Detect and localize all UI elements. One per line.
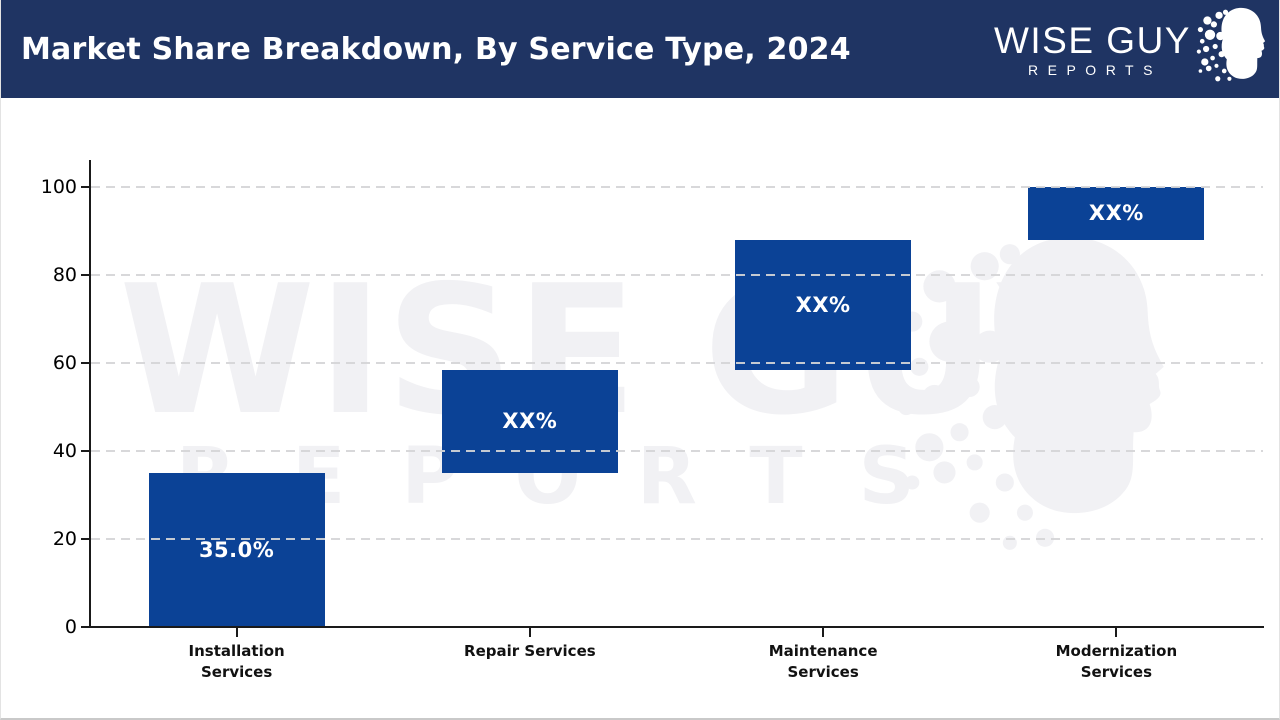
brand-text: WISE GUY REPORTS: [994, 22, 1191, 77]
gridline-20: [91, 538, 1263, 540]
gridline-60: [91, 362, 1263, 364]
y-tick-label: 100: [40, 176, 77, 198]
brand-name: WISE GUY: [993, 19, 1191, 61]
x-tick-mark: [235, 628, 238, 637]
bar-value-label: XX%: [502, 409, 558, 434]
chart-title: Market Share Breakdown, By Service Type,…: [21, 31, 851, 67]
gridline-100: [91, 186, 1263, 188]
x-category-label: Maintenance Services: [768, 642, 878, 681]
brand-head-icon: [1196, 7, 1266, 82]
y-tick-mark: [81, 450, 90, 452]
bar-value-label: XX%: [795, 292, 851, 317]
y-tick-mark: [81, 362, 90, 364]
x-category-label: Modernization Services: [1055, 642, 1178, 681]
x-category-label: Repair Services: [464, 642, 596, 660]
brand-logo: WISE GUY REPORTS: [994, 5, 1271, 93]
waterfall-bar: XX%: [441, 369, 618, 473]
bar-value-label: 35.0%: [198, 538, 275, 562]
brand-reports: REPORTS: [1028, 61, 1162, 78]
y-tick-mark: [81, 186, 90, 188]
gridline-80: [91, 274, 1263, 276]
header-bar: Market Share Breakdown, By Service Type,…: [1, 0, 1279, 98]
waterfall-bar: XX%: [1028, 187, 1205, 240]
waterfall-bar: XX%: [735, 239, 912, 370]
y-tick-mark: [81, 626, 90, 628]
y-axis-line: [89, 160, 91, 628]
gridline-40: [91, 450, 1263, 452]
watermark-head-icon: [898, 237, 1164, 550]
x-tick-mark: [1115, 628, 1118, 637]
waterfall-bar: 35.0%: [148, 473, 325, 627]
x-tick-mark: [528, 628, 531, 637]
y-tick-label: 80: [52, 264, 77, 286]
y-tick-mark: [81, 538, 90, 540]
y-tick-mark: [81, 274, 90, 276]
y-tick-label: 60: [52, 352, 77, 374]
x-axis-line: [89, 626, 1264, 628]
y-tick-label: 40: [52, 440, 77, 462]
bar-value-label: XX%: [1088, 201, 1144, 226]
y-tick-label: 0: [64, 616, 77, 638]
y-tick-label: 20: [52, 528, 77, 550]
x-tick-mark: [822, 628, 825, 637]
x-category-label: Installation Services: [188, 642, 285, 681]
